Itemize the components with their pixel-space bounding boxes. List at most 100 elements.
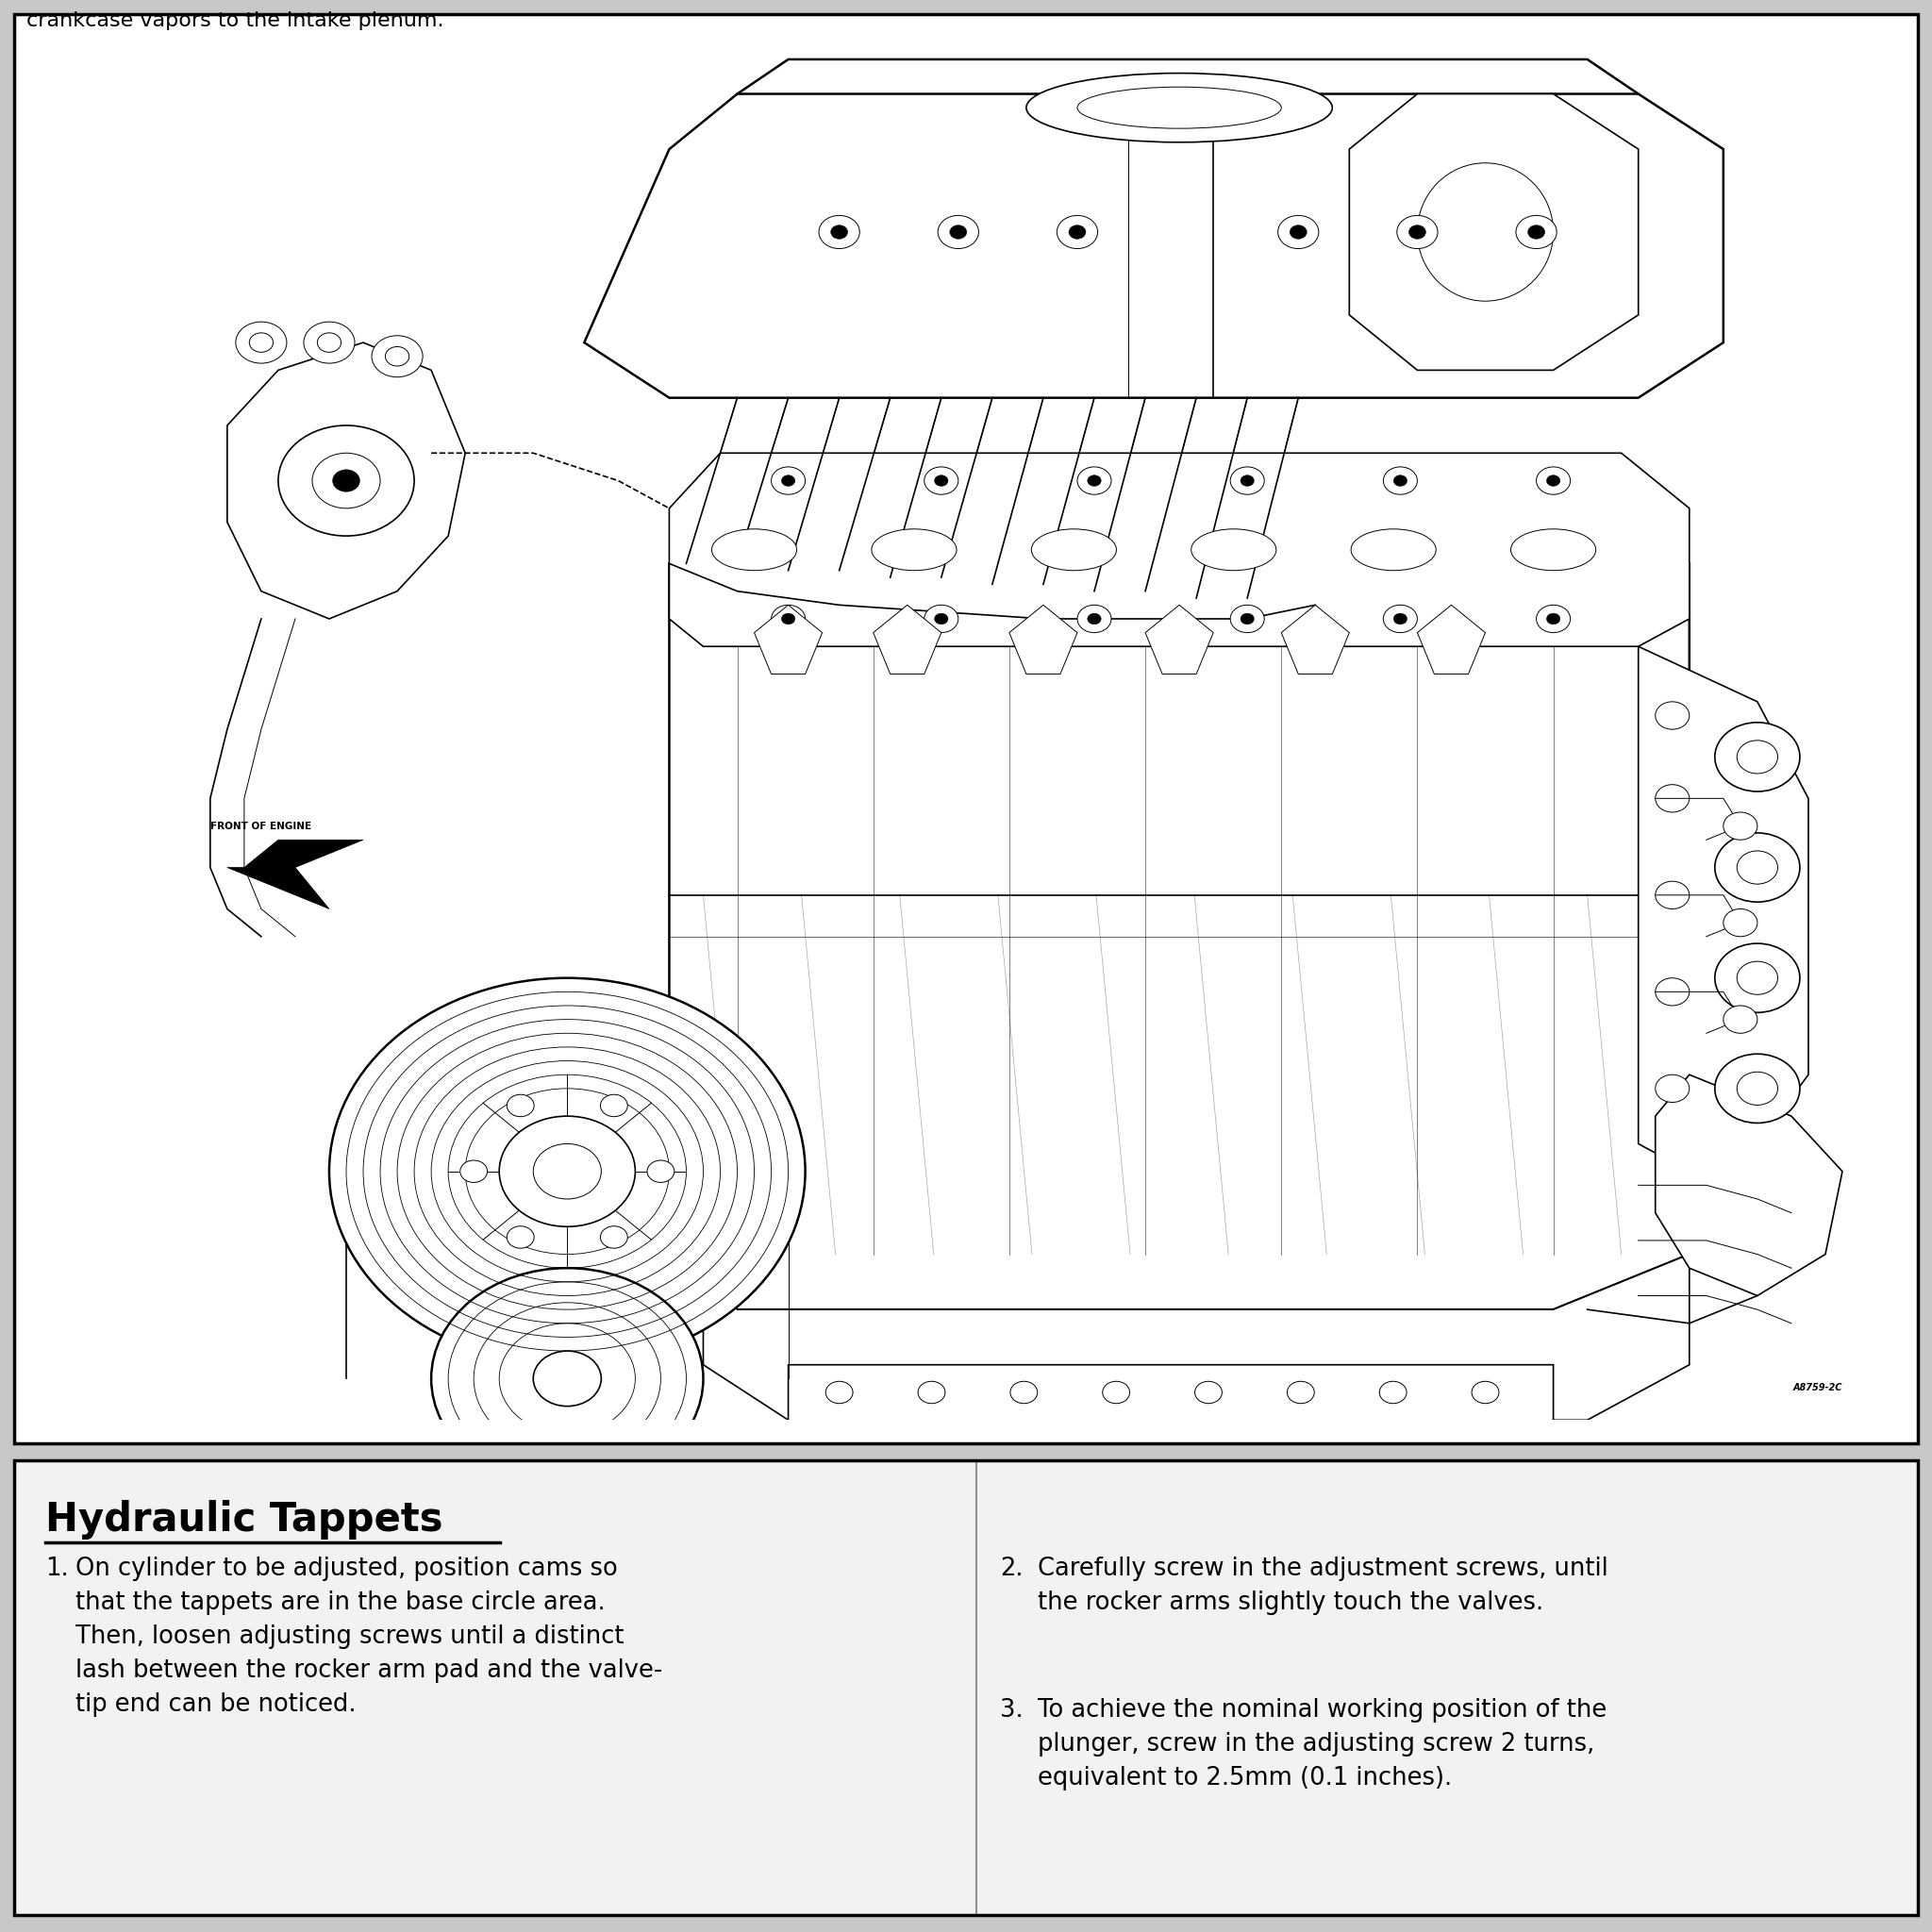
Circle shape	[1393, 612, 1406, 624]
Circle shape	[1472, 1381, 1499, 1403]
Circle shape	[332, 469, 359, 493]
Polygon shape	[583, 95, 1723, 398]
Ellipse shape	[1511, 529, 1596, 570]
Circle shape	[1088, 612, 1101, 624]
Polygon shape	[668, 508, 1689, 1310]
Circle shape	[1240, 612, 1254, 624]
Bar	[14, 1461, 1918, 1915]
Circle shape	[951, 226, 966, 240]
Circle shape	[1716, 833, 1801, 902]
Circle shape	[1656, 784, 1689, 811]
Circle shape	[1379, 1381, 1406, 1403]
Ellipse shape	[1350, 529, 1435, 570]
Polygon shape	[1349, 95, 1638, 371]
Polygon shape	[873, 605, 941, 674]
Circle shape	[771, 468, 806, 495]
Circle shape	[384, 346, 410, 365]
Polygon shape	[1146, 605, 1213, 674]
Polygon shape	[1009, 605, 1078, 674]
Circle shape	[278, 425, 413, 535]
Circle shape	[1397, 216, 1437, 249]
Circle shape	[771, 605, 806, 632]
Circle shape	[1103, 1381, 1130, 1403]
Circle shape	[1656, 881, 1689, 908]
Circle shape	[935, 612, 949, 624]
Polygon shape	[1281, 605, 1349, 674]
Circle shape	[1068, 226, 1086, 240]
Polygon shape	[1196, 398, 1298, 599]
Circle shape	[506, 1227, 533, 1248]
Circle shape	[1723, 811, 1758, 840]
Circle shape	[601, 1227, 628, 1248]
Polygon shape	[788, 1364, 1553, 1447]
Text: On cylinder to be adjusted, position cams so
that the tappets are in the base ci: On cylinder to be adjusted, position cam…	[75, 1557, 663, 1718]
Circle shape	[819, 216, 860, 249]
Circle shape	[781, 475, 796, 487]
Circle shape	[831, 226, 848, 240]
Circle shape	[1240, 475, 1254, 487]
Circle shape	[923, 468, 958, 495]
Circle shape	[1656, 701, 1689, 728]
Polygon shape	[228, 840, 363, 908]
Circle shape	[1656, 978, 1689, 1005]
Ellipse shape	[1192, 529, 1277, 570]
Circle shape	[935, 475, 949, 487]
Polygon shape	[993, 398, 1094, 583]
Circle shape	[923, 605, 958, 632]
Circle shape	[1737, 962, 1777, 995]
Text: A8759-2C: A8759-2C	[1793, 1383, 1843, 1393]
Polygon shape	[891, 398, 993, 578]
Circle shape	[1737, 850, 1777, 885]
Circle shape	[1383, 468, 1418, 495]
Circle shape	[431, 1267, 703, 1490]
Circle shape	[1517, 216, 1557, 249]
Polygon shape	[1656, 1074, 1843, 1296]
Circle shape	[249, 332, 272, 352]
Circle shape	[1723, 908, 1758, 937]
Circle shape	[533, 1350, 601, 1406]
Circle shape	[601, 1095, 628, 1117]
Text: Hydraulic Tappets: Hydraulic Tappets	[44, 1499, 442, 1540]
Circle shape	[1737, 1072, 1777, 1105]
Bar	[14, 14, 1918, 1443]
Circle shape	[303, 323, 355, 363]
Circle shape	[1078, 468, 1111, 495]
Circle shape	[937, 216, 980, 249]
Polygon shape	[228, 342, 466, 618]
Circle shape	[498, 1117, 636, 1227]
Text: Carefully screw in the adjustment screws, until
the rocker arms slightly touch t: Carefully screw in the adjustment screws…	[1037, 1557, 1607, 1615]
Circle shape	[781, 612, 796, 624]
Polygon shape	[1418, 605, 1486, 674]
Circle shape	[1656, 1074, 1689, 1103]
Circle shape	[236, 323, 286, 363]
Circle shape	[1231, 605, 1264, 632]
Ellipse shape	[1032, 529, 1117, 570]
Ellipse shape	[871, 529, 956, 570]
Text: To achieve the nominal working position of the
plunger, screw in the adjusting s: To achieve the nominal working position …	[1037, 1698, 1607, 1791]
Circle shape	[1536, 468, 1571, 495]
Circle shape	[1010, 1381, 1037, 1403]
Circle shape	[1528, 226, 1546, 240]
Circle shape	[1716, 1055, 1801, 1122]
Circle shape	[1057, 216, 1097, 249]
Circle shape	[328, 978, 806, 1364]
Circle shape	[1536, 605, 1571, 632]
Text: crankcase vapors to the intake plenum.: crankcase vapors to the intake plenum.	[27, 12, 444, 31]
Circle shape	[1716, 723, 1801, 792]
Ellipse shape	[1078, 87, 1281, 128]
Polygon shape	[1094, 398, 1196, 591]
Circle shape	[1393, 475, 1406, 487]
Circle shape	[317, 332, 342, 352]
Circle shape	[1546, 475, 1561, 487]
Circle shape	[1078, 605, 1111, 632]
Circle shape	[1383, 605, 1418, 632]
Ellipse shape	[1418, 162, 1553, 301]
Circle shape	[1088, 475, 1101, 487]
Polygon shape	[703, 1254, 1689, 1420]
Circle shape	[1194, 1381, 1223, 1403]
Polygon shape	[753, 605, 823, 674]
Circle shape	[918, 1381, 945, 1403]
Circle shape	[1287, 1381, 1314, 1403]
Text: 1.: 1.	[44, 1557, 68, 1580]
Ellipse shape	[1026, 73, 1333, 143]
